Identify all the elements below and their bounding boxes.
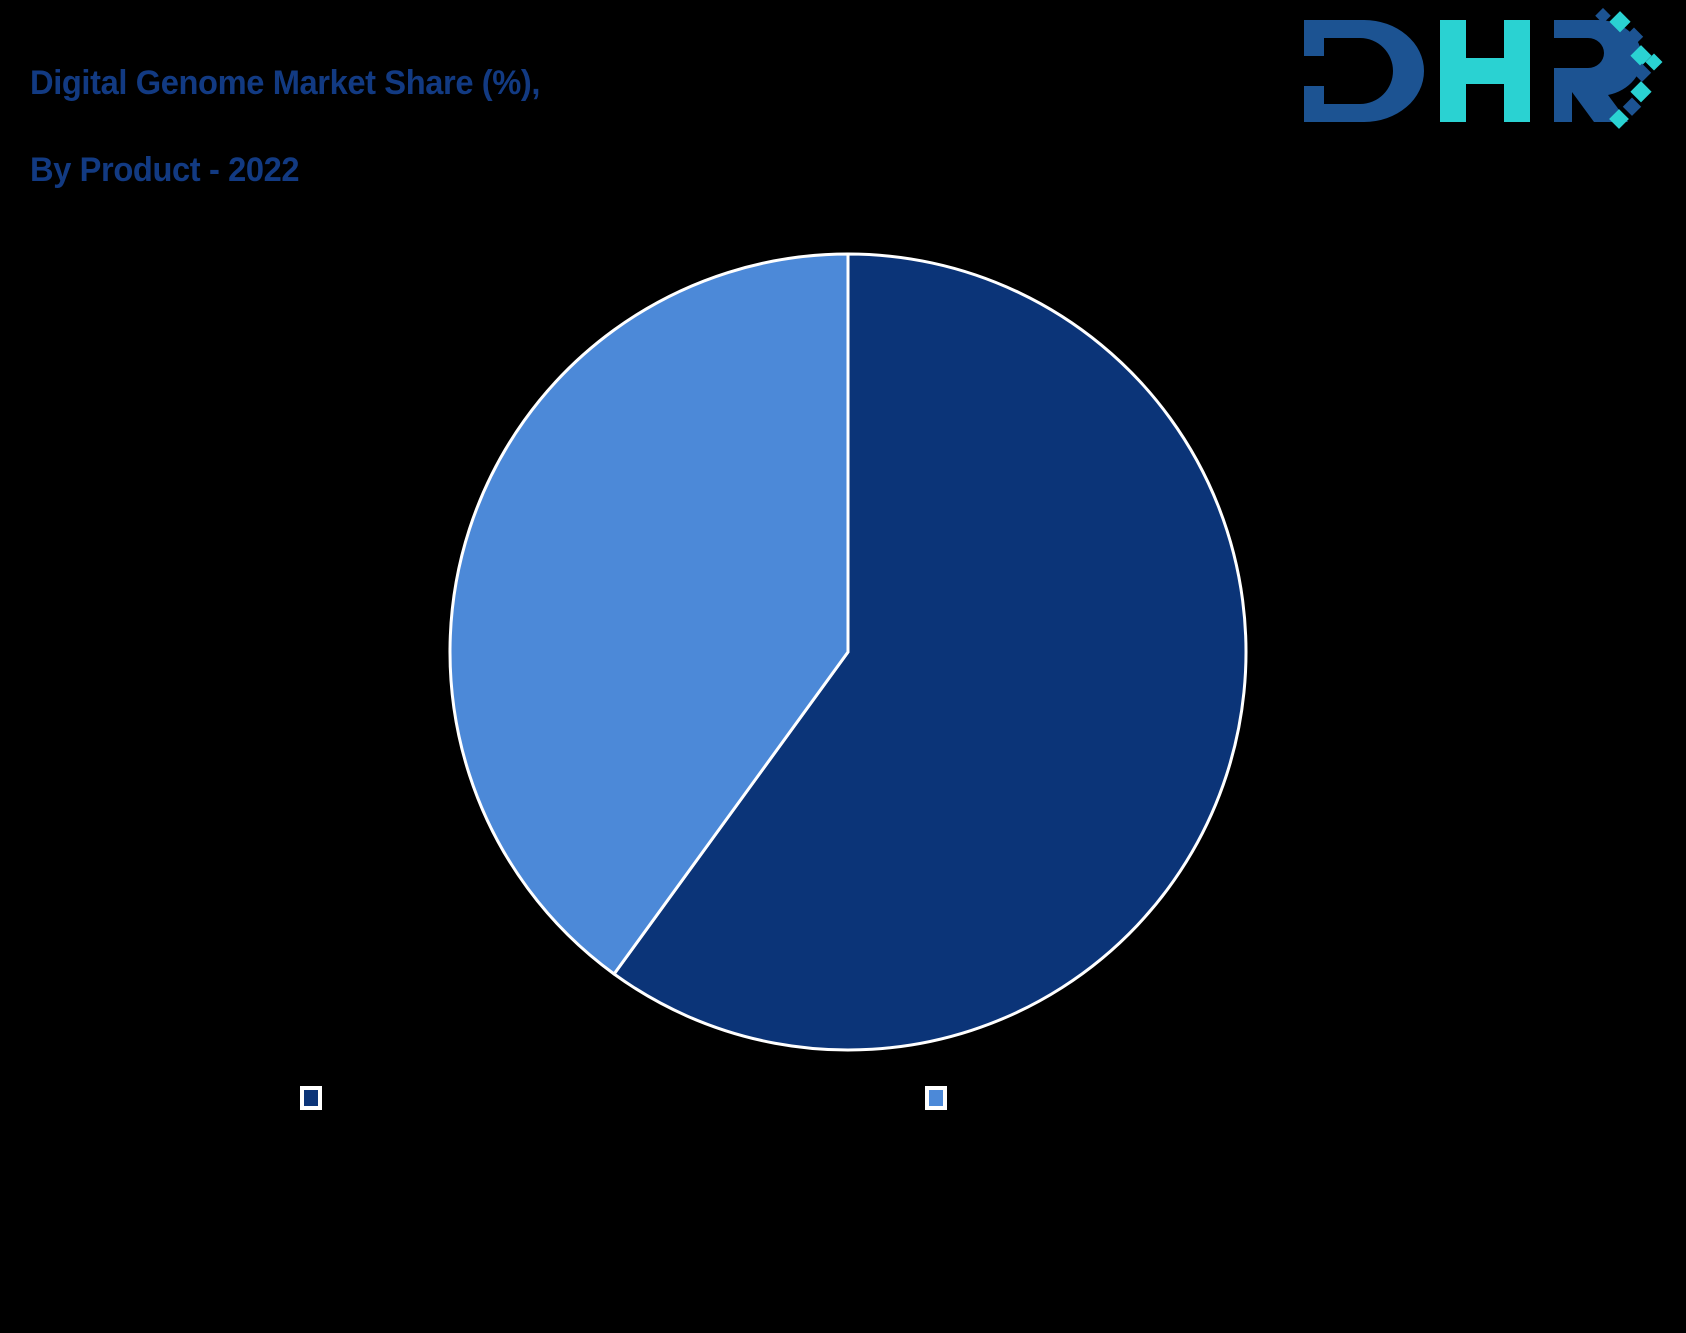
pie-slice-1[interactable] — [448, 252, 850, 976]
legend-swatch-0 — [300, 1086, 322, 1110]
title-line-1: Digital Genome Market Share (%), — [30, 63, 541, 102]
legend-item-0[interactable] — [300, 1084, 332, 1112]
page-title: Digital Genome Market Share (%), By Prod… — [30, 18, 894, 236]
legend-swatch-1 — [925, 1086, 947, 1110]
pie-slice-0[interactable] — [612, 252, 1248, 1052]
dhr-logo — [1268, 7, 1668, 134]
dhr-logo-svg — [1304, 7, 1663, 129]
logo-letter-h-icon — [1440, 20, 1530, 122]
title-line-2: By Product - 2022 — [30, 150, 300, 189]
logo-letter-r-icon — [1554, 20, 1642, 122]
logo-letter-d-icon — [1304, 20, 1424, 122]
chart-legend — [0, 1082, 1686, 1130]
legend-item-1[interactable] — [925, 1084, 957, 1112]
pie-slice-group[interactable] — [448, 252, 1248, 1052]
